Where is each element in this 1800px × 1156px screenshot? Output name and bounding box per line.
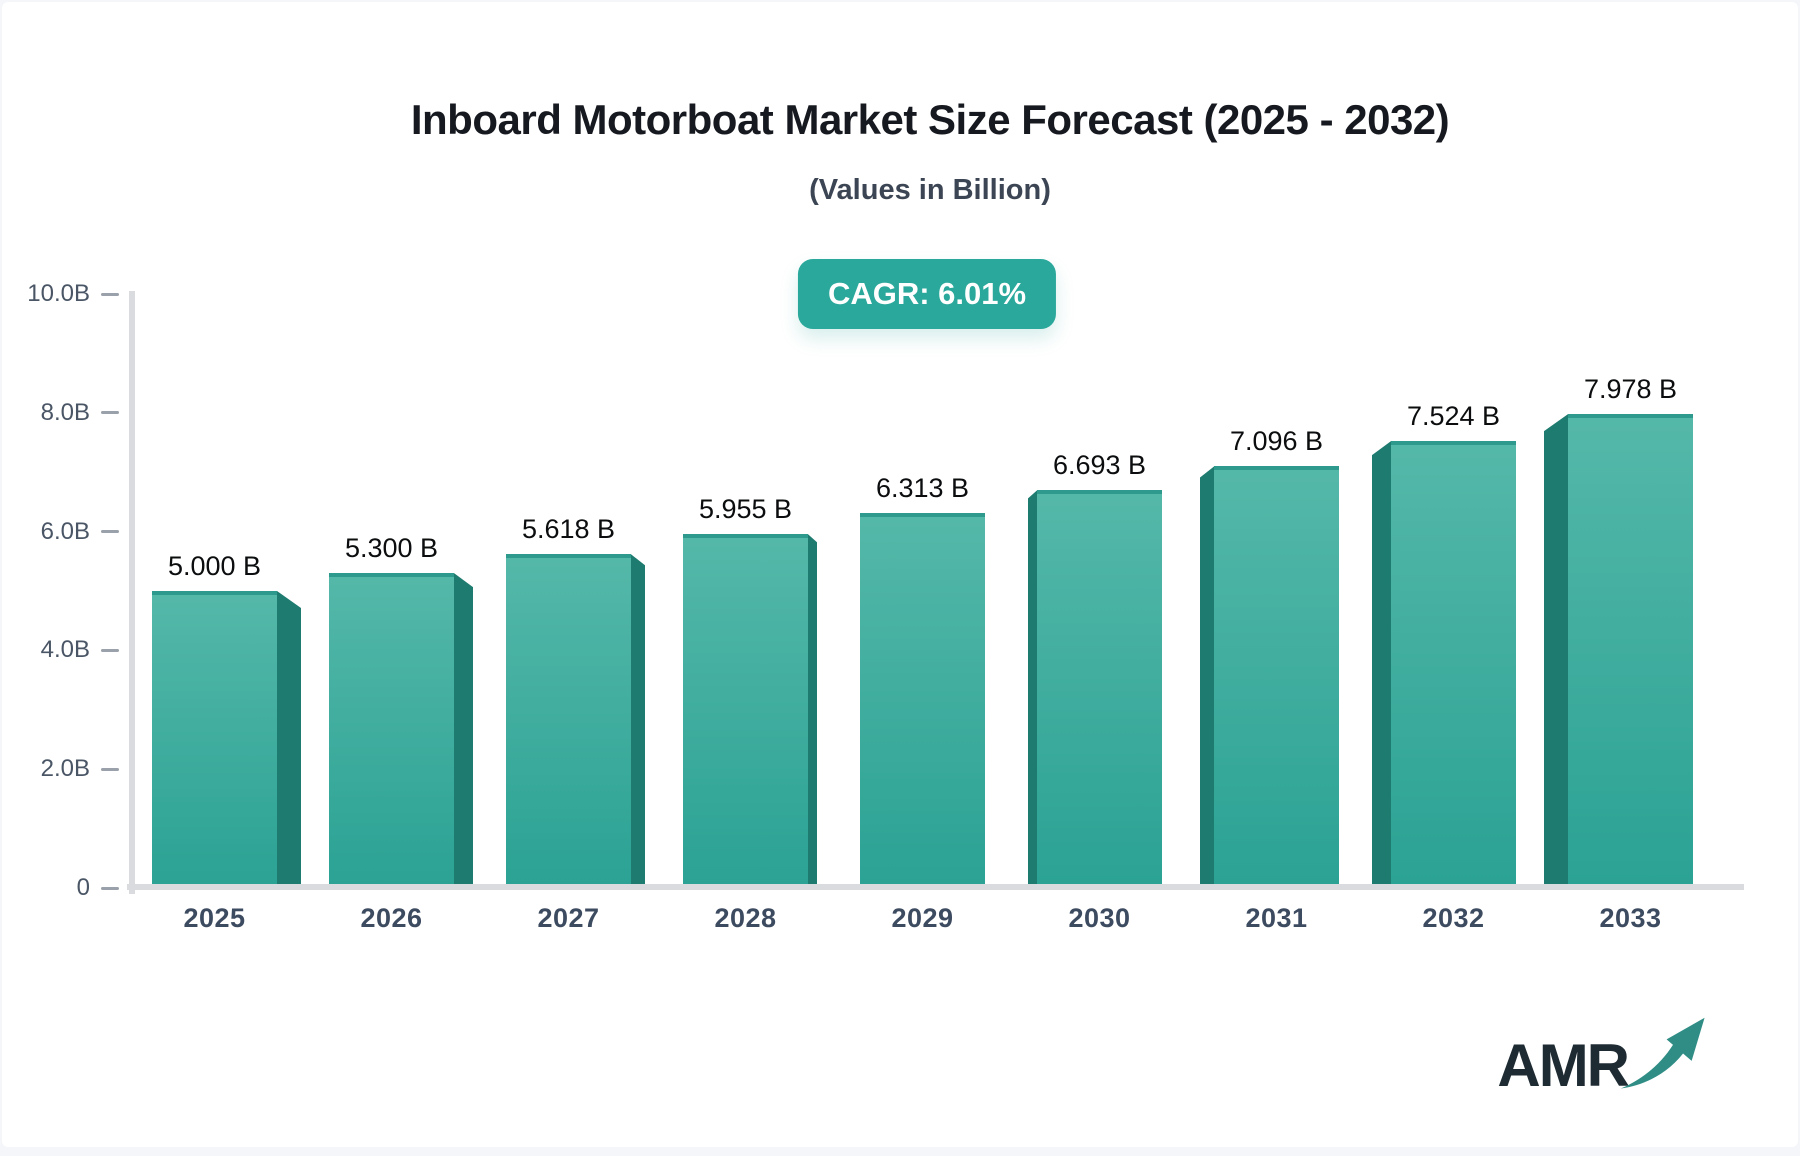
x-axis-label: 2027 <box>537 903 600 933</box>
bar-front <box>506 554 631 890</box>
amr-logo-text: AMR <box>1497 1032 1630 1099</box>
y-axis-tick <box>101 767 119 771</box>
bar-side-left <box>1200 466 1214 890</box>
bar-side-right <box>808 534 817 890</box>
bar-top-edge <box>683 534 808 539</box>
y-axis-tick <box>101 411 119 415</box>
chart-subtitle: (Values in Billion) <box>809 174 1051 206</box>
bar-front <box>860 513 985 890</box>
y-axis-tick <box>101 530 119 534</box>
cagr-badge: CAGR: 6.01% <box>797 259 1057 329</box>
bar-top-edge <box>1037 490 1162 495</box>
bar-front <box>1214 466 1339 890</box>
bar-top-edge <box>1391 441 1516 446</box>
bar-top-edge <box>1568 414 1693 419</box>
bar-front <box>329 573 454 890</box>
bar-front <box>152 591 277 890</box>
bar-top-edge <box>860 513 985 517</box>
x-axis-label: 2026 <box>360 903 423 933</box>
bar-value-label: 6.313 B <box>875 473 970 503</box>
x-axis-label: 2032 <box>1422 903 1485 933</box>
y-axis-tick <box>101 648 119 652</box>
bar-side-right <box>277 591 301 890</box>
y-axis-line <box>129 291 135 894</box>
bar-value-label: 7.524 B <box>1406 401 1501 432</box>
bar-side-left <box>1544 414 1568 890</box>
bar-front <box>1037 490 1162 890</box>
bar-side-left <box>1028 490 1037 890</box>
x-axis-label: 2025 <box>183 903 246 933</box>
x-axis-label: 2031 <box>1245 903 1308 933</box>
bar-side-left <box>1372 441 1391 890</box>
x-axis-label: 2030 <box>1068 903 1131 933</box>
y-axis-tick-label: 0 <box>76 874 90 901</box>
y-axis-tick <box>101 292 119 296</box>
growth-arrow-icon <box>1620 1017 1705 1089</box>
x-axis-label: 2028 <box>714 903 777 933</box>
bar-top-edge <box>329 573 454 578</box>
bar-front <box>1391 441 1516 890</box>
bar-value-label: 5.300 B <box>344 533 439 564</box>
x-axis-label: 2029 <box>891 903 954 933</box>
y-axis-tick-label: 4.0B <box>40 636 90 664</box>
bar-top-edge <box>506 554 631 559</box>
bar-front <box>683 534 808 890</box>
bar-front <box>1568 414 1693 890</box>
bar-value-label: 5.618 B <box>521 514 616 545</box>
x-axis-line <box>127 884 1744 890</box>
bar-top-edge <box>152 591 277 595</box>
bar-value-label: 6.693 B <box>1052 450 1147 481</box>
amr-logo: AMR <box>1497 1016 1708 1096</box>
bar-value-label: 7.978 B <box>1583 374 1678 405</box>
bar-value-label: 5.000 B <box>167 551 262 581</box>
bar-side-right <box>631 554 645 890</box>
bar-top-edge <box>1214 466 1339 471</box>
x-axis-label: 2033 <box>1599 903 1662 933</box>
bar-side-right <box>454 573 473 890</box>
bar-value-label: 5.955 B <box>698 494 793 525</box>
bar-value-label: 7.096 B <box>1229 426 1324 457</box>
chart-title: Inboard Motorboat Market Size Forecast (… <box>410 96 1450 143</box>
y-axis-tick-label: 2.0B <box>40 755 90 783</box>
y-axis-tick-label: 6.0B <box>40 517 90 545</box>
y-axis-tick-label: 10.0B <box>27 280 90 307</box>
y-axis-tick <box>101 886 119 890</box>
y-axis-tick-label: 8.0B <box>40 398 90 426</box>
